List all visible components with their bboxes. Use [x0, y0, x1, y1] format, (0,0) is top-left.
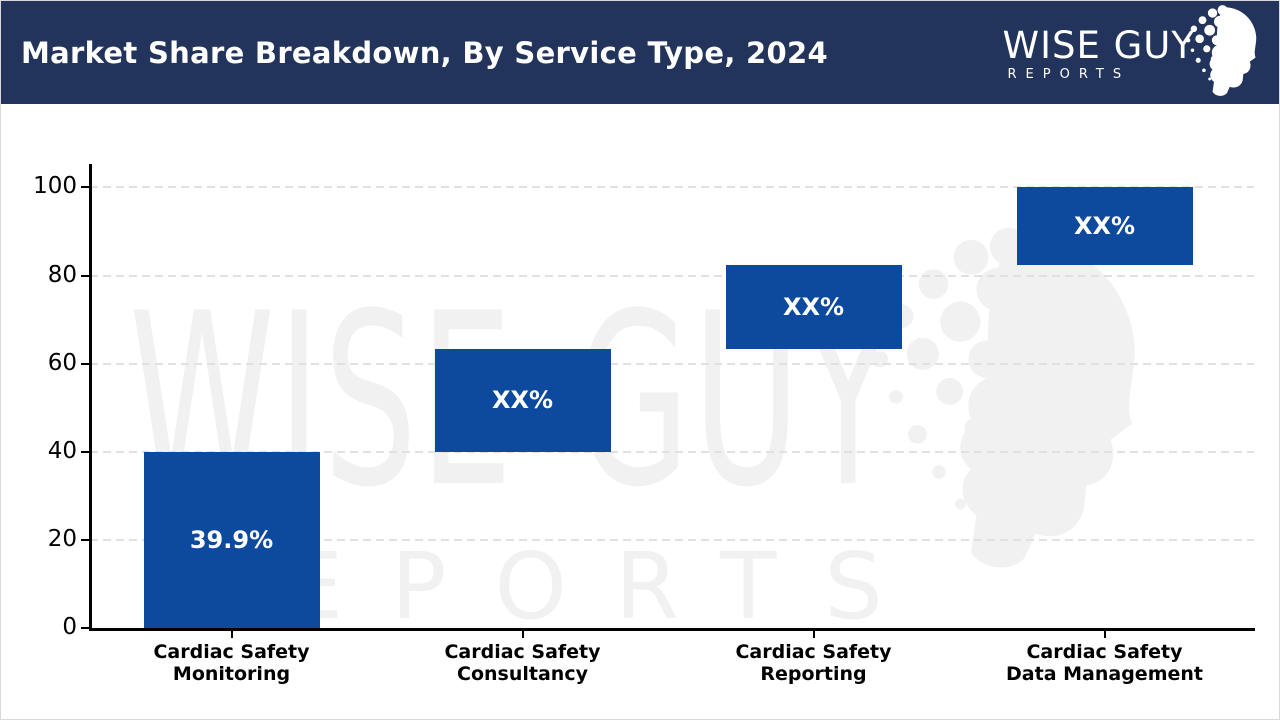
- header-bar: Market Share Breakdown, By Service Type,…: [1, 1, 1279, 104]
- y-axis-line: [89, 164, 92, 630]
- y-axis-tick-label: 100: [33, 173, 77, 200]
- gridline: [90, 186, 1254, 189]
- bar-value-label: XX%: [491, 386, 554, 415]
- gridline: [90, 274, 1254, 277]
- y-axis-tick-mark: [81, 274, 90, 277]
- brand-logo-text: WISE GUY REPORTS: [1003, 27, 1195, 81]
- category-label-line1: Cardiac Safety: [1026, 641, 1183, 663]
- category-label-line1: Cardiac Safety: [153, 641, 310, 663]
- y-axis-tick-label: 20: [47, 525, 77, 552]
- brand-name: WISE GUY: [1002, 23, 1195, 67]
- x-axis-tick-mark: [521, 630, 524, 638]
- watermark-dotted-head-profile-icon: [853, 225, 1175, 578]
- brand-subtitle: REPORTS: [1007, 66, 1131, 82]
- category-label-line2: Consultancy: [457, 663, 588, 685]
- x-axis-category-label: Cardiac Safety Monitoring: [92, 641, 372, 685]
- brand-logo: WISE GUY REPORTS: [1003, 4, 1267, 102]
- page-title: Market Share Breakdown, By Service Type,…: [21, 35, 828, 70]
- y-axis-tick-mark: [81, 627, 90, 629]
- x-axis-tick-mark: [1103, 630, 1106, 638]
- bar-value-label: 39.9%: [189, 526, 274, 555]
- category-label-line2: Data Management: [1006, 663, 1203, 685]
- y-axis-tick-label: 80: [47, 261, 77, 288]
- y-axis-tick-mark: [81, 538, 90, 541]
- x-axis-category-label: Cardiac Safety Data Management: [965, 641, 1245, 685]
- y-axis-tick-label: 60: [47, 349, 77, 376]
- y-axis-tick-label: 40: [47, 437, 77, 464]
- x-axis-line: [89, 628, 1255, 631]
- bar-segment: 39.9%: [143, 452, 320, 628]
- gridline: [90, 362, 1254, 365]
- bar-value-label: XX%: [782, 292, 845, 321]
- bar-segment: XX%: [725, 264, 902, 349]
- y-axis-tick-mark: [81, 186, 90, 189]
- gridline: [90, 538, 1254, 541]
- category-label-line2: Monitoring: [172, 663, 291, 685]
- category-label-line1: Cardiac Safety: [444, 641, 601, 663]
- gridline: [90, 450, 1254, 453]
- y-axis-tick-mark: [81, 362, 90, 365]
- y-axis-tick-label: 0: [62, 614, 77, 640]
- bar-segment: XX%: [1016, 187, 1193, 265]
- x-axis-tick-mark: [230, 630, 233, 638]
- category-label-line1: Cardiac Safety: [735, 641, 892, 663]
- x-axis-category-label: Cardiac Safety Consultancy: [383, 641, 663, 685]
- category-label-line2: Reporting: [760, 663, 867, 685]
- x-axis-tick-mark: [812, 630, 815, 638]
- y-axis-tick-mark: [81, 450, 90, 453]
- dotted-head-profile-icon: [1181, 4, 1267, 102]
- bar-value-label: XX%: [1073, 212, 1136, 241]
- bar-segment: XX%: [434, 348, 611, 453]
- x-axis-category-label: Cardiac Safety Reporting: [674, 641, 954, 685]
